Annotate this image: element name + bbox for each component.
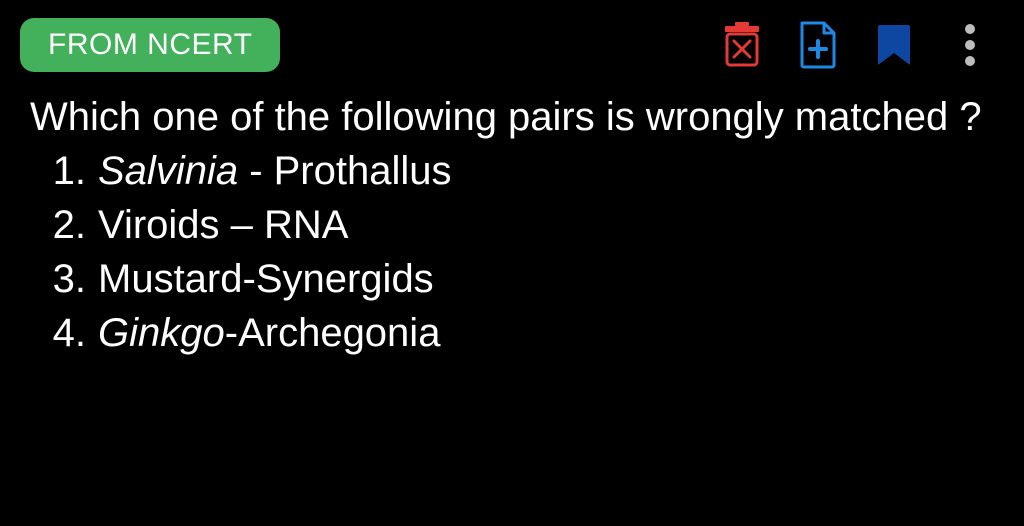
option-number: 4. bbox=[30, 306, 98, 360]
options-list: 1. Salvinia - Prothallus 2. Viroids – RN… bbox=[0, 142, 1024, 360]
question-text: Which one of the following pairs is wron… bbox=[0, 82, 1024, 142]
option-text: Salvinia - Prothallus bbox=[98, 144, 452, 198]
add-file-icon[interactable] bbox=[794, 21, 842, 69]
option-text: Ginkgo-Archegonia bbox=[98, 306, 440, 360]
source-badge: FROM NCERT bbox=[20, 18, 280, 72]
action-icons bbox=[718, 21, 994, 69]
top-bar: FROM NCERT bbox=[0, 0, 1024, 82]
list-item[interactable]: 1. Salvinia - Prothallus bbox=[30, 144, 994, 198]
bookmark-icon[interactable] bbox=[870, 21, 918, 69]
option-text: Viroids – RNA bbox=[98, 198, 348, 252]
option-number: 1. bbox=[30, 144, 98, 198]
more-menu-icon[interactable] bbox=[946, 21, 994, 69]
list-item[interactable]: 2. Viroids – RNA bbox=[30, 198, 994, 252]
list-item[interactable]: 3. Mustard-Synergids bbox=[30, 252, 994, 306]
option-number: 2. bbox=[30, 198, 98, 252]
list-item[interactable]: 4. Ginkgo-Archegonia bbox=[30, 306, 994, 360]
option-number: 3. bbox=[30, 252, 98, 306]
option-text: Mustard-Synergids bbox=[98, 252, 434, 306]
delete-icon[interactable] bbox=[718, 21, 766, 69]
